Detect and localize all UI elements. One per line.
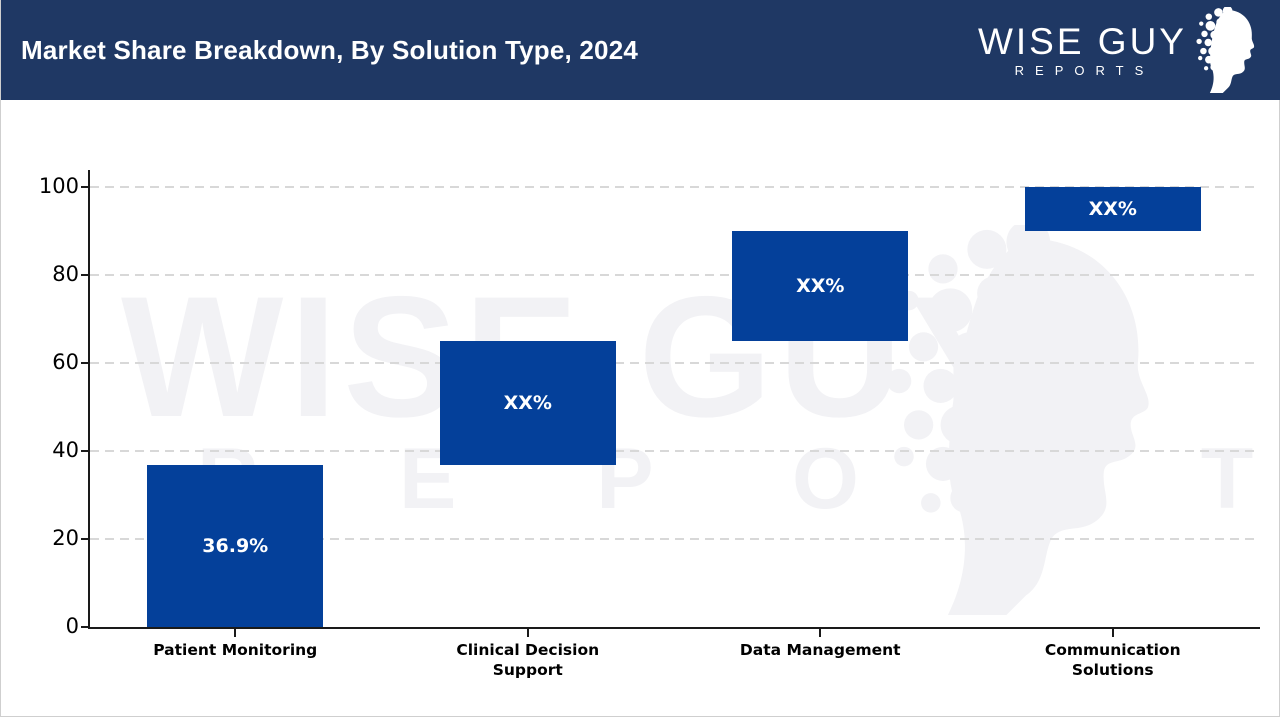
bar: XX% — [1024, 187, 1201, 231]
gridline — [90, 362, 1260, 364]
x-category-label: Clinical Decision Support — [456, 641, 600, 680]
gridline — [90, 274, 1260, 276]
gridline — [90, 450, 1260, 452]
bar-value-label: 36.9% — [202, 534, 269, 557]
x-category-label: Communication Solutions — [1044, 641, 1181, 680]
y-tick-mark — [81, 626, 89, 628]
y-tick-label: 80 — [52, 262, 79, 286]
y-tick-label: 20 — [52, 526, 79, 550]
y-tick-mark — [81, 186, 89, 188]
gridline — [90, 538, 1260, 540]
y-axis-spine — [88, 170, 90, 629]
y-tick-mark — [81, 538, 89, 540]
x-tick-mark — [819, 629, 822, 637]
header: Market Share Breakdown, By Solution Type… — [1, 0, 1280, 100]
page-title: Market Share Breakdown, By Solution Type… — [21, 34, 639, 65]
watermark-head-icon — [856, 220, 1186, 620]
gridline — [90, 186, 1260, 188]
y-tick-label: 100 — [38, 174, 79, 198]
y-tick-label: 40 — [52, 438, 79, 462]
dotted-head-icon — [1189, 7, 1263, 93]
logo-wordmark: WISE GUY — [977, 20, 1187, 62]
wiseguy-logo-text: WISE GUY REPORTS — [978, 23, 1187, 78]
y-tick-mark — [81, 274, 89, 276]
bar-value-label: XX% — [796, 275, 845, 298]
bar: XX% — [732, 231, 909, 342]
y-tick-label: 60 — [52, 350, 79, 374]
x-tick-mark — [1111, 629, 1114, 637]
x-tick-mark — [234, 629, 237, 637]
bar: XX% — [439, 341, 616, 465]
bar: 36.9% — [147, 464, 324, 627]
y-tick-mark — [81, 450, 89, 452]
x-category-label: Patient Monitoring — [153, 641, 318, 659]
bar-value-label: XX% — [1088, 198, 1137, 220]
logo-subtitle: REPORTS — [1014, 62, 1155, 78]
wiseguy-logo: WISE GUY REPORTS — [978, 7, 1263, 93]
x-category-label: Data Management — [739, 641, 901, 659]
x-tick-mark — [526, 629, 529, 637]
bar-value-label: XX% — [503, 392, 552, 415]
y-tick-mark — [81, 362, 89, 364]
y-tick-label: 0 — [65, 614, 79, 638]
x-axis-spine — [88, 627, 1260, 629]
